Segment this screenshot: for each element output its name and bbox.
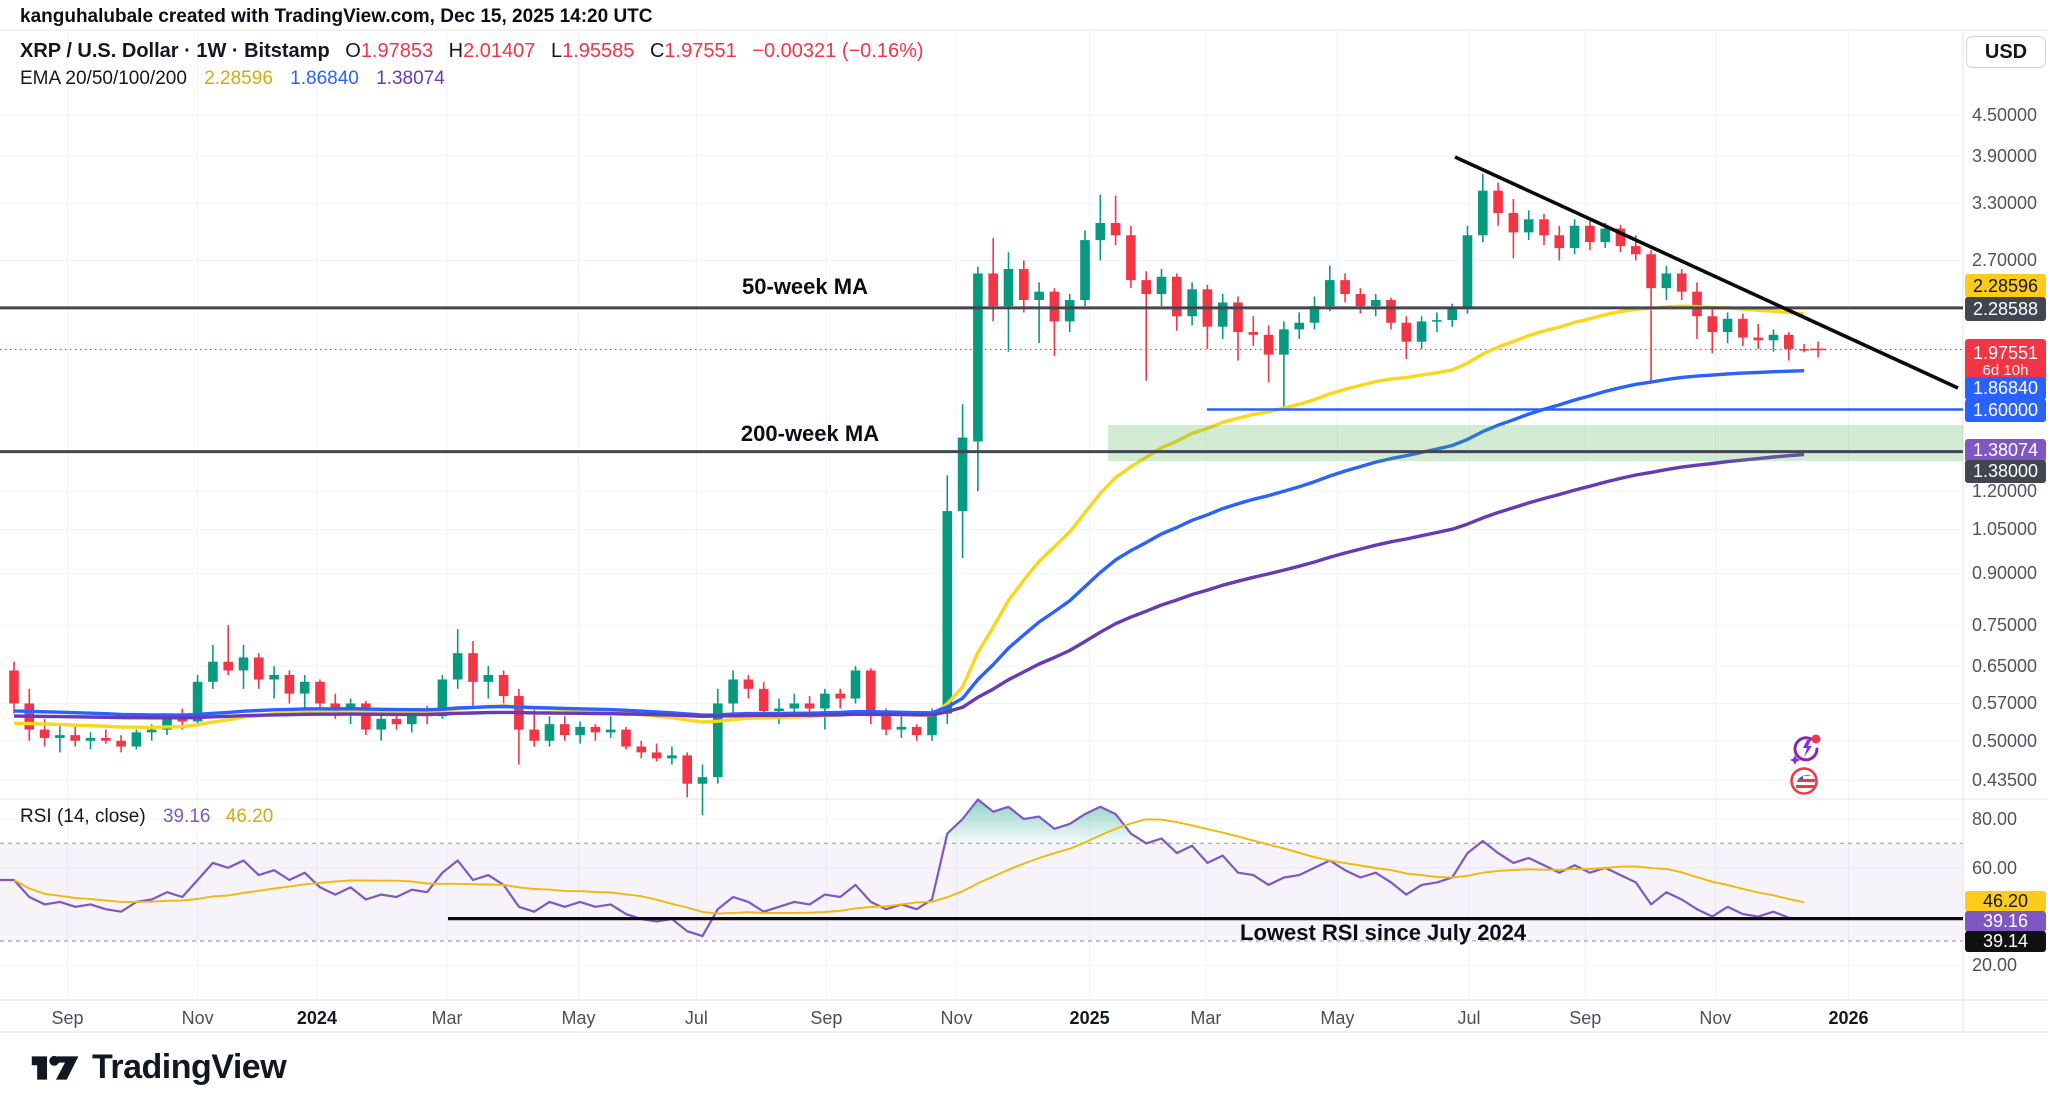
time-axis-tick: 2026 (1828, 1008, 1869, 1028)
legend-row-main: XRP / U.S. Dollar · 1W · Bitstamp O1.978… (20, 38, 924, 65)
price-axis-tick: 0.75000 (1972, 615, 2038, 636)
currency-toggle-button[interactable]: USD (1966, 36, 2046, 68)
rsi-low-line-label: 39.14 (1965, 930, 2046, 952)
price-axis-tick: 1.20000 (1972, 481, 2038, 502)
ai-spark-event-icon[interactable] (1790, 733, 1822, 765)
ema100-price-label: 1.86840 (1965, 376, 2046, 400)
rsi-low-annotation[interactable]: Lowest RSI since July 2024 (1240, 920, 1527, 945)
change-value: −0.00321 (−0.16%) (752, 40, 924, 62)
tradingview-logo-text: TradingView (92, 1048, 287, 1086)
support-line-price-label: 1.60000 (1965, 398, 2046, 422)
ma200-annotation[interactable]: 200-week MA (740, 421, 880, 446)
price-axis-tick: 4.50000 (1972, 105, 2038, 125)
rsi-ma-value-label: 46.20 (1965, 890, 2046, 912)
rsi-ma-current-value: 46.20 (225, 806, 274, 827)
price-axis-tick: 0.43500 (1972, 770, 2038, 791)
rsi-title: RSI (14, close) (20, 806, 146, 827)
time-axis-tick: Nov (181, 1008, 214, 1028)
legend-row-ema[interactable]: EMA 20/50/100/200 2.28596 1.86840 1.3807… (20, 65, 924, 92)
ma200-line-price-label: 1.38000 (1965, 459, 2046, 483)
time-axis-tick: Nov (940, 1008, 973, 1028)
time-axis-tick: 2024 (296, 1008, 337, 1028)
event-marker-stack (1790, 733, 1834, 795)
price-axis-tick: 1.05000 (1972, 519, 2038, 540)
ohlc-close-value: 1.97551 (664, 40, 737, 62)
rsi-value-label: 39.16 (1965, 910, 2046, 932)
time-axis-tick: Sep (1569, 1008, 1602, 1028)
rsi-ma-value-label-text: 46.20 (1982, 891, 2029, 911)
ohlc-high-value: 2.01407 (463, 40, 536, 62)
time-axis-tick: 2025 (1069, 1008, 1110, 1028)
ema200-price-label-text: 1.38074 (1972, 440, 2039, 460)
ma50-line-price-label: 2.28588 (1965, 297, 2046, 321)
last-price-label-text: 1.97551 (1972, 343, 2039, 363)
last-price-label: 1.97551 6d 10h (1965, 339, 2046, 383)
symbol-legend[interactable]: XRP / U.S. Dollar · 1W · Bitstamp O1.978… (20, 38, 924, 92)
time-axis-tick: Sep (51, 1008, 84, 1028)
time-axis-tick: Jul (684, 1008, 708, 1028)
price-axis-tick: 0.90000 (1972, 563, 2038, 584)
time-axis-tick: May (1320, 1008, 1355, 1028)
symbol-title[interactable]: XRP / U.S. Dollar · 1W · Bitstamp (20, 40, 330, 62)
series-layer (0, 173, 1809, 938)
time-axis-tick: Jul (1457, 1008, 1481, 1028)
ohlc-high-key: H (448, 40, 464, 62)
ema100-price-label-text: 1.86840 (1972, 378, 2039, 398)
support-zone-rect[interactable] (1108, 425, 1963, 462)
ema50-price-label: 2.28596 (1965, 274, 2046, 298)
drawing-overlays[interactable] (0, 155, 1963, 921)
ohlc-open-key: O (345, 40, 361, 62)
ema-curve-100 (13, 369, 1805, 717)
time-axis-tick: May (561, 1008, 596, 1028)
tradingview-logo[interactable]: TradingView (30, 1048, 287, 1087)
ma200-line-price-label-text: 1.38000 (1972, 461, 2039, 481)
time-axis-tick: Nov (1699, 1008, 1732, 1028)
ema-curve-50 (13, 304, 1805, 729)
rsi-current-value: 39.16 (162, 806, 211, 827)
time-axis-tick: Mar (431, 1008, 463, 1028)
support-line-price-label-text: 1.60000 (1972, 400, 2039, 420)
us-flag-event-icon[interactable] (1790, 767, 1818, 795)
price-axis-tick: 3.90000 (1972, 145, 2038, 166)
time-axis-tick: Mar (1190, 1008, 1222, 1028)
ema50-value: 2.28596 (204, 68, 273, 89)
rsi-axis-tick: 60.00 (1972, 857, 2018, 878)
gridlines (0, 29, 2048, 1033)
ma50-annotation[interactable]: 50-week MA (742, 274, 868, 299)
price-axis-tick: 2.70000 (1972, 250, 2038, 271)
ohlc-close-key: C (649, 40, 665, 62)
ema-curve-200 (13, 452, 1805, 720)
tradingview-logo-mark (30, 1051, 82, 1085)
ema50-price-label-text: 2.28596 (1972, 276, 2039, 296)
rsi-axis-tick: 80.00 (1972, 809, 2018, 829)
countdown-text: 6d 10h (1982, 362, 2029, 379)
descending-trendline[interactable] (1454, 155, 1959, 390)
rsi-low-line-label-text: 39.14 (1982, 931, 2029, 951)
rsi-legend[interactable]: RSI (14, close) 39.16 46.20 (20, 806, 273, 828)
ema200-value: 1.38074 (376, 68, 445, 89)
ohlc-open-value: 1.97853 (360, 40, 434, 62)
attribution-text: kanguhalubale created with TradingView.c… (20, 6, 653, 27)
price-axis-tick: 0.57000 (1972, 693, 2038, 714)
ema-label: EMA 20/50/100/200 (20, 68, 187, 89)
price-axis-tick: 0.65000 (1972, 656, 2038, 677)
ema200-price-label: 1.38074 (1965, 438, 2046, 462)
rsi-value-label-text: 39.16 (1982, 911, 2029, 931)
rsi-axis-tick: 20.00 (1972, 955, 2018, 976)
time-axis-tick: Sep (810, 1008, 843, 1028)
ohlc-low-key: L (550, 40, 563, 62)
ema100-value: 1.86840 (290, 68, 359, 89)
price-axis-tick: 0.50000 (1972, 730, 2038, 751)
ma50-line-price-label-text: 2.28588 (1972, 299, 2039, 319)
ohlc-low-value: 1.95585 (562, 40, 635, 62)
price-axis-tick: 3.30000 (1972, 193, 2038, 214)
rsi-ma-curve (13, 818, 1805, 915)
